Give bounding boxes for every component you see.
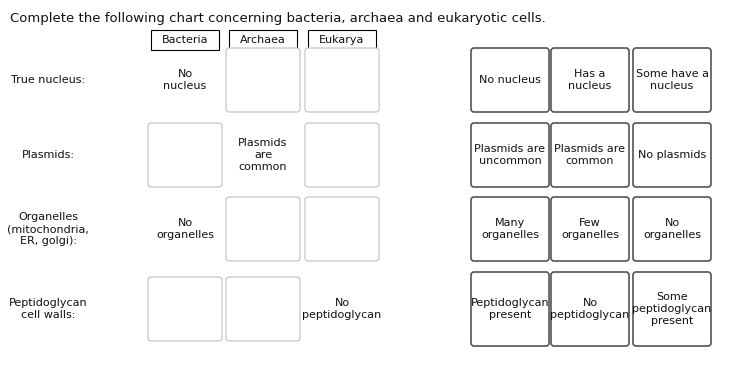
Bar bbox=[308, 30, 376, 50]
FancyBboxPatch shape bbox=[551, 272, 629, 346]
Text: No
organelles: No organelles bbox=[643, 218, 701, 240]
Text: Peptidoglycan
cell walls:: Peptidoglycan cell walls: bbox=[9, 298, 87, 320]
FancyBboxPatch shape bbox=[471, 272, 549, 346]
FancyBboxPatch shape bbox=[551, 48, 629, 112]
Text: Plasmids are
common: Plasmids are common bbox=[554, 144, 626, 166]
Text: Many
organelles: Many organelles bbox=[481, 218, 539, 240]
FancyBboxPatch shape bbox=[148, 277, 222, 341]
Bar bbox=[229, 30, 297, 50]
Text: Some have a
nucleus: Some have a nucleus bbox=[635, 69, 708, 91]
FancyBboxPatch shape bbox=[226, 48, 300, 112]
Text: No
organelles: No organelles bbox=[156, 218, 214, 240]
FancyBboxPatch shape bbox=[633, 123, 711, 187]
Text: Bacteria: Bacteria bbox=[162, 35, 208, 45]
FancyBboxPatch shape bbox=[471, 123, 549, 187]
Text: Some
peptidoglycan
present: Some peptidoglycan present bbox=[632, 291, 711, 326]
Text: No
nucleus: No nucleus bbox=[163, 69, 207, 91]
Text: Peptidoglycan
present: Peptidoglycan present bbox=[471, 298, 549, 320]
FancyBboxPatch shape bbox=[148, 123, 222, 187]
FancyBboxPatch shape bbox=[305, 197, 379, 261]
Text: Plasmids
are
common: Plasmids are common bbox=[238, 138, 288, 172]
FancyBboxPatch shape bbox=[633, 197, 711, 261]
Text: Plasmids are
uncommon: Plasmids are uncommon bbox=[475, 144, 545, 166]
FancyBboxPatch shape bbox=[305, 123, 379, 187]
Text: Archaea: Archaea bbox=[240, 35, 286, 45]
Text: Organelles
(mitochondria,
ER, golgi):: Organelles (mitochondria, ER, golgi): bbox=[7, 211, 89, 247]
Text: Plasmids:: Plasmids: bbox=[22, 150, 74, 160]
FancyBboxPatch shape bbox=[551, 123, 629, 187]
FancyBboxPatch shape bbox=[551, 197, 629, 261]
FancyBboxPatch shape bbox=[633, 48, 711, 112]
Text: Eukarya: Eukarya bbox=[320, 35, 365, 45]
FancyBboxPatch shape bbox=[305, 48, 379, 112]
Text: No
peptidoglycan: No peptidoglycan bbox=[302, 298, 381, 320]
Text: Complete the following chart concerning bacteria, archaea and eukaryotic cells.: Complete the following chart concerning … bbox=[10, 12, 546, 25]
FancyBboxPatch shape bbox=[471, 48, 549, 112]
Text: No nucleus: No nucleus bbox=[479, 75, 541, 85]
FancyBboxPatch shape bbox=[471, 197, 549, 261]
Text: Few
organelles: Few organelles bbox=[561, 218, 619, 240]
FancyBboxPatch shape bbox=[226, 277, 300, 341]
Text: True nucleus:: True nucleus: bbox=[11, 75, 85, 85]
Text: Has a
nucleus: Has a nucleus bbox=[569, 69, 611, 91]
FancyBboxPatch shape bbox=[226, 197, 300, 261]
Text: No
peptidoglycan: No peptidoglycan bbox=[550, 298, 629, 320]
Text: No plasmids: No plasmids bbox=[638, 150, 706, 160]
FancyBboxPatch shape bbox=[633, 272, 711, 346]
Bar bbox=[151, 30, 219, 50]
